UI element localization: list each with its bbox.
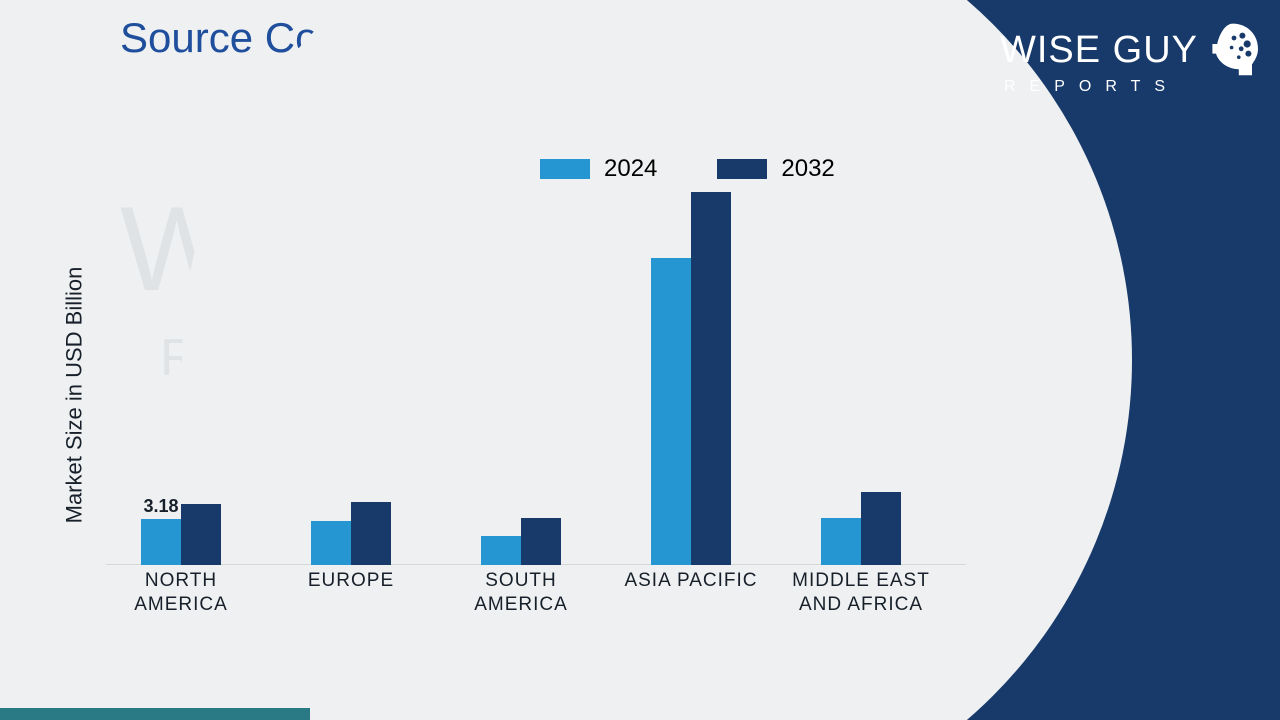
y-axis-label-wrap: Market Size in USD Billion: [60, 195, 88, 595]
legend-label-2024: 2024: [604, 155, 657, 183]
legend-swatch-2024: [540, 159, 590, 179]
chart-canvas: WISE GUY REPORTS Source Code Escrow Mark…: [0, 0, 1280, 720]
bar-ap-2024: [651, 258, 691, 565]
bar-sa-2032: [521, 518, 561, 565]
x-label-mea: MIDDLE EAST AND AFRICA: [786, 569, 936, 617]
bar-ap-2032: [691, 192, 731, 565]
brand-logo: WISE GUY REPORTS: [1000, 20, 1264, 96]
bar-sa-2024: [481, 536, 521, 565]
x-label-ap: ASIA PACIFIC: [616, 569, 766, 593]
brand-line1: WISE GUY: [1000, 29, 1198, 72]
bar-eu-2032: [351, 502, 391, 565]
legend-item-2032: 2032: [717, 155, 834, 183]
x-label-sa: SOUTH AMERICA: [446, 569, 596, 617]
x-axis-labels: NORTH AMERICA EUROPE SOUTH AMERICA ASIA PAC…: [106, 569, 966, 689]
legend-swatch-2032: [717, 159, 767, 179]
bottom-accent-bar: [0, 708, 310, 720]
bar-value-label: 3.18: [135, 496, 187, 519]
brand-line2: REPORTS: [1004, 78, 1264, 96]
x-label-na: NORTH AMERICA: [106, 569, 256, 617]
bar-na-2024: 3.18: [141, 519, 181, 565]
bar-mea-2024: [821, 518, 861, 565]
bar-na-2032: [181, 504, 221, 565]
bar-eu-2024: [311, 521, 351, 565]
bar-mea-2032: [861, 492, 901, 565]
legend-label-2032: 2032: [781, 155, 834, 183]
chart-area: Market Size in USD Billion 2024 2032 3.1…: [60, 155, 970, 665]
x-label-eu: EUROPE: [276, 569, 426, 593]
legend: 2024 2032: [540, 155, 835, 183]
plot-area: 3.18: [106, 185, 966, 565]
y-axis-label: Market Size in USD Billion: [61, 267, 87, 524]
legend-item-2024: 2024: [540, 155, 657, 183]
brand-head-icon: [1204, 20, 1264, 80]
